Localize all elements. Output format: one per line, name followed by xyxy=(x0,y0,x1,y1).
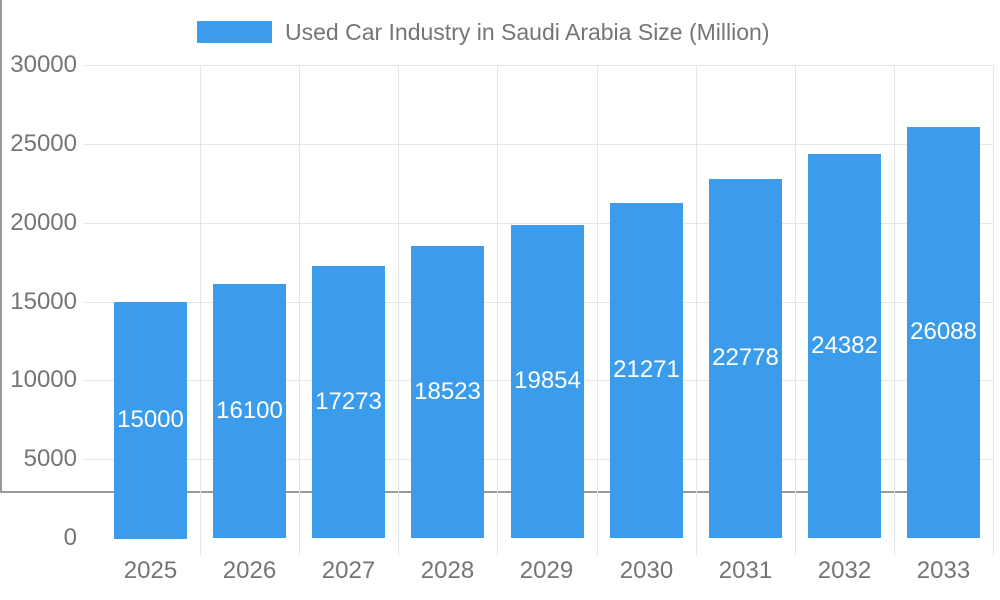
bar-value-label: 19854 xyxy=(514,367,581,394)
x-axis-tick xyxy=(200,538,201,556)
y-axis-tick xyxy=(83,65,101,66)
gridline-horizontal xyxy=(101,144,993,145)
bar-value-label: 26088 xyxy=(910,318,977,345)
bar[interactable] xyxy=(808,154,881,538)
x-axis-tick xyxy=(497,538,498,556)
bar[interactable] xyxy=(411,246,484,538)
gridline-vertical xyxy=(795,65,796,538)
x-axis-tick xyxy=(299,538,300,556)
bar-value-label: 17273 xyxy=(315,388,382,415)
gridline-vertical xyxy=(993,65,994,538)
legend-swatch-icon xyxy=(197,21,272,43)
bar-value-label: 22778 xyxy=(712,344,779,371)
gridline-vertical xyxy=(696,65,697,538)
x-axis-tick xyxy=(398,538,399,556)
gridline-vertical xyxy=(398,65,399,538)
gridline-vertical xyxy=(894,65,895,538)
y-axis-tick-label: 5000 xyxy=(23,445,77,472)
bar[interactable] xyxy=(213,284,286,538)
bar[interactable] xyxy=(114,302,187,539)
x-axis-tick xyxy=(993,538,994,556)
bar[interactable] xyxy=(610,203,683,538)
bar-value-label: 18523 xyxy=(414,378,481,405)
x-axis-tick-label: 2030 xyxy=(619,557,674,584)
plot-area: 0 5000 10000 15000 20000 25000 30000 15000 2025 1… xyxy=(0,0,994,584)
y-axis-tick xyxy=(83,459,101,460)
x-axis-tick-label: 2032 xyxy=(817,557,872,584)
x-axis-tick-label: 2027 xyxy=(321,557,376,584)
x-axis-tick-label: 2029 xyxy=(519,557,574,584)
x-axis-tick xyxy=(894,538,895,556)
gridline-horizontal xyxy=(101,223,993,224)
y-axis-line xyxy=(0,0,2,491)
x-axis-tick xyxy=(597,538,598,556)
gridline-vertical xyxy=(299,65,300,538)
bar[interactable] xyxy=(312,266,385,538)
x-axis-tick-label: 2031 xyxy=(718,557,773,584)
bar-value-label: 24382 xyxy=(811,332,878,359)
x-axis-tick-label: 2033 xyxy=(916,557,971,584)
y-axis-tick-label: 0 xyxy=(63,524,77,551)
y-axis-tick-label: 10000 xyxy=(10,366,77,393)
x-axis-tick-label: 2026 xyxy=(222,557,277,584)
gridline-vertical xyxy=(497,65,498,538)
y-axis-tick-label: 30000 xyxy=(10,51,77,78)
bar[interactable] xyxy=(907,127,980,538)
y-axis-tick xyxy=(83,302,101,303)
y-axis-tick-label: 20000 xyxy=(10,209,77,236)
gridline-horizontal xyxy=(101,65,993,66)
legend[interactable]: Used Car Industry in Saudi Arabia Size (… xyxy=(197,14,769,50)
y-axis-tick xyxy=(83,223,101,224)
bar-value-label: 21271 xyxy=(613,356,680,383)
gridline-vertical xyxy=(200,65,201,538)
y-axis-tick xyxy=(83,144,101,145)
bar[interactable] xyxy=(511,225,584,538)
y-axis-tick-label: 25000 xyxy=(10,130,77,157)
y-axis-tick xyxy=(83,380,101,381)
bar[interactable] xyxy=(709,179,782,538)
x-axis-tick-label: 2025 xyxy=(123,557,178,584)
bar-value-label: 15000 xyxy=(117,406,184,433)
legend-label: Used Car Industry in Saudi Arabia Size (… xyxy=(285,18,770,45)
x-axis-tick xyxy=(795,538,796,556)
x-axis-tick-label: 2028 xyxy=(420,557,475,584)
bar-value-label: 16100 xyxy=(216,397,283,424)
x-axis-tick xyxy=(696,538,697,556)
gridline-vertical xyxy=(597,65,598,538)
y-axis-tick-label: 15000 xyxy=(10,288,77,315)
